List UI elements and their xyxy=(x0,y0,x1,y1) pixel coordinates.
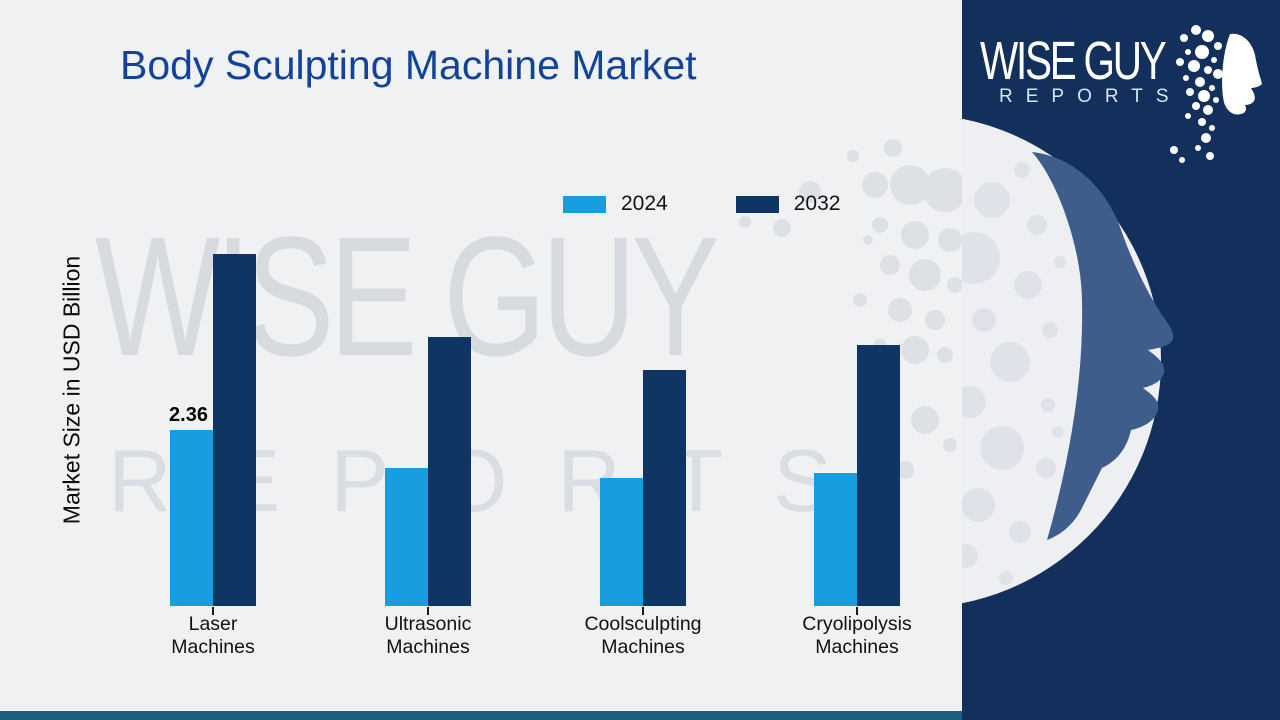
category-label: Laser Machines xyxy=(171,613,255,658)
bar-2032-coolsculpting-machines xyxy=(643,370,686,606)
x-axis-tick xyxy=(642,607,644,615)
brand-reports-label: REPORTS xyxy=(999,86,1182,107)
watermark-wordmark: WISE GUY xyxy=(95,202,720,392)
bottom-accent-strip xyxy=(0,711,962,720)
category-label: Ultrasonic Machines xyxy=(384,613,472,658)
category-label: Cryolipolysis Machines xyxy=(802,613,912,658)
bar-2032-laser-machines xyxy=(213,254,256,606)
legend-item-2032: 2032 xyxy=(735,192,841,216)
brand-wordmark: WISE GUY xyxy=(980,31,1167,91)
y-axis-label: Market Size in USD Billion xyxy=(58,255,85,525)
bar-2024-coolsculpting-machines xyxy=(600,478,643,606)
legend-item-2024: 2024 xyxy=(563,192,668,216)
bar-2032-ultrasonic-machines xyxy=(428,337,471,606)
brand-decoration xyxy=(962,0,1280,720)
chart-legend: 2024 2032 xyxy=(563,192,840,216)
bar-2024-cryolipolysis-machines xyxy=(814,473,857,606)
page-title: Body Sculpting Machine Market xyxy=(120,42,697,88)
x-axis-tick xyxy=(856,607,858,615)
face-silhouette xyxy=(1032,152,1174,540)
brand-column: WISE GUY REPORTS xyxy=(962,0,1280,720)
x-axis-tick xyxy=(427,607,429,615)
decor-circle-dots xyxy=(962,162,1066,585)
bar-2032-cryolipolysis-machines xyxy=(857,345,900,606)
bar-2024-laser-machines xyxy=(170,430,213,606)
legend-swatch-2024 xyxy=(563,195,606,213)
bar-2024-ultrasonic-machines xyxy=(385,468,428,606)
x-axis-tick xyxy=(212,607,214,615)
logo-head-dots xyxy=(1170,25,1223,163)
logo-head-icon xyxy=(1222,33,1262,115)
legend-label-2032: 2032 xyxy=(793,192,841,215)
category-label: Coolsculpting Machines xyxy=(584,613,702,658)
legend-swatch-2032 xyxy=(735,195,779,213)
legend-label-2024: 2024 xyxy=(621,192,668,215)
bar-value-label: 2.36 xyxy=(169,404,208,426)
